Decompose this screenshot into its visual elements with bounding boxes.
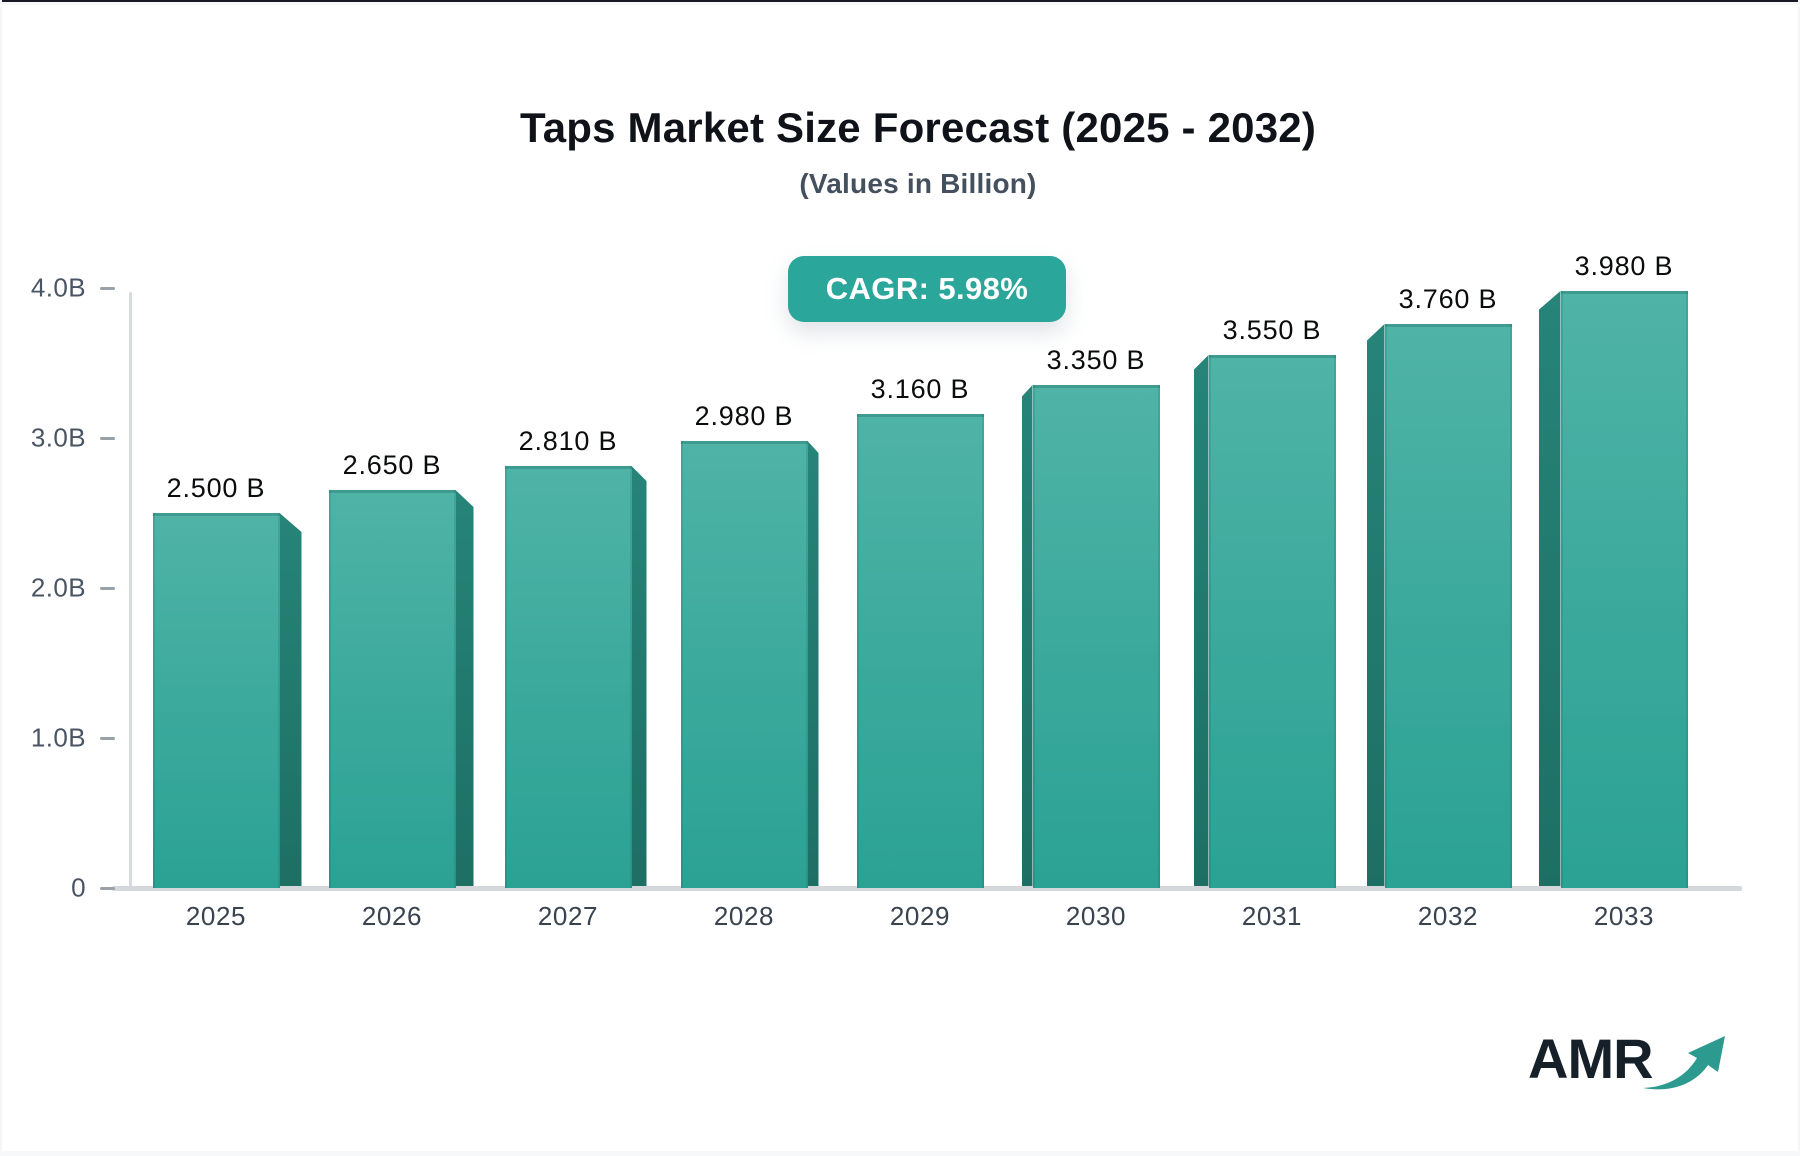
bar-side-face: [279, 513, 302, 886]
chart-subtitle: (Values in Billion): [799, 168, 1037, 199]
y-axis-tick-label: 4.0B: [30, 272, 86, 303]
y-axis-tick-label: 1.0B: [30, 722, 86, 753]
bottom-edge-strip: [0, 1151, 1800, 1156]
amr-logo-text: AMR: [1528, 1027, 1654, 1090]
bar: [1384, 324, 1512, 888]
bar-side-face: [1538, 291, 1561, 886]
bar-value-label: 2.500 B: [166, 473, 266, 503]
growth-arrow-icon: [1642, 1036, 1725, 1090]
right-edge-strip: [1798, 0, 1800, 1156]
chart-header: Taps Market Size Forecast (2025 - 2032) …: [18, 104, 1800, 200]
x-axis-tick-label: 2030: [1065, 901, 1127, 931]
bar-side-face: [1021, 385, 1033, 886]
bar: [152, 513, 280, 888]
bar-side-face: [807, 441, 819, 886]
y-axis-line: [129, 292, 132, 890]
x-axis-tick-label: 2025: [185, 901, 247, 931]
bar-value-label: 2.650 B: [342, 450, 442, 480]
bar-value-label: 2.980 B: [694, 401, 794, 431]
x-axis-tick-label: 2028: [713, 901, 775, 931]
y-axis-tick-label: 2.0B: [30, 572, 86, 603]
y-axis-tick-dash: [100, 587, 115, 590]
bar: [680, 441, 808, 888]
bar-value-label: 3.160 B: [870, 374, 970, 404]
y-axis-tick-dash: [100, 887, 115, 890]
x-axis-tick-label: 2027: [537, 901, 599, 931]
x-axis-tick-label: 2033: [1593, 901, 1655, 931]
y-axis-tick-dash: [100, 287, 115, 290]
x-axis-tick-label: 2032: [1417, 901, 1479, 931]
cagr-badge: CAGR: 5.98%: [788, 256, 1066, 322]
y-axis-tick-dash: [100, 437, 115, 440]
bar-side-face: [1193, 355, 1209, 886]
bar: [328, 490, 456, 888]
bar: [1032, 385, 1160, 888]
x-axis-tick-label: 2029: [889, 901, 951, 931]
top-edge-line: [0, 0, 1800, 2]
bar-value-label: 3.980 B: [1574, 251, 1674, 281]
bar: [504, 466, 632, 888]
bar: [1560, 291, 1688, 888]
bar-side-face: [631, 466, 647, 886]
x-axis-tick-label: 2031: [1241, 901, 1303, 931]
x-axis-tick-label: 2026: [361, 901, 423, 931]
bar: [1208, 355, 1336, 888]
bar-value-label: 3.760 B: [1398, 284, 1498, 314]
chart-title: Taps Market Size Forecast (2025 - 2032): [519, 104, 1317, 151]
top-edge-strip: [0, 2, 1800, 5]
bar-value-label: 3.550 B: [1222, 315, 1322, 345]
bar-value-label: 3.350 B: [1046, 345, 1146, 375]
bar-value-label: 2.810 B: [518, 426, 618, 456]
bar: [856, 414, 984, 888]
y-axis-tick-label: 0: [71, 872, 86, 903]
y-axis-tick-label: 3.0B: [30, 422, 86, 453]
left-edge-strip: [0, 0, 2, 1156]
x-axis-line: [112, 886, 1742, 891]
amr-logo: AMR: [1528, 1028, 1731, 1094]
bar-side-face: [1366, 324, 1385, 886]
bar-side-face: [455, 490, 474, 886]
y-axis-tick-dash: [100, 737, 115, 740]
